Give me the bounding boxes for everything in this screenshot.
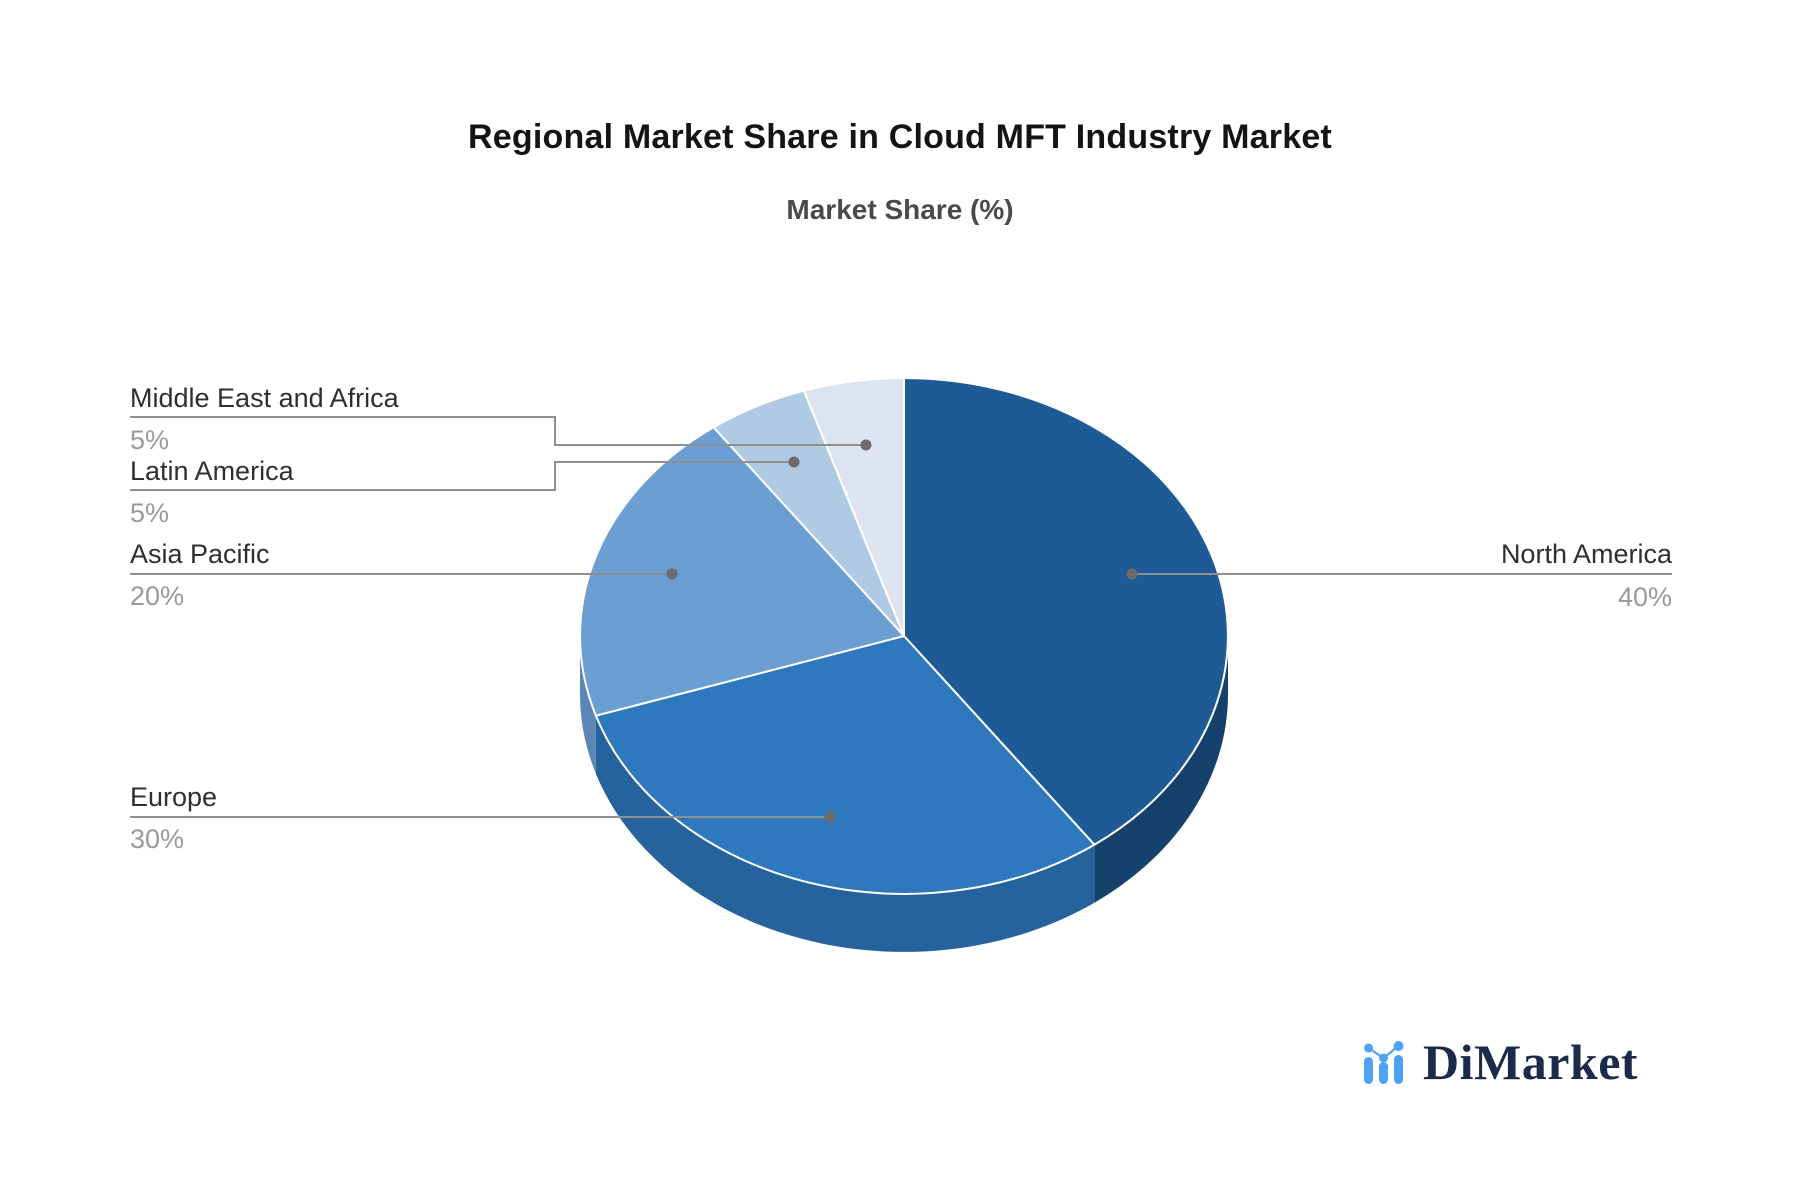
logo-wordmark: DiMarket xyxy=(1423,1034,1639,1090)
pie-slice-north-america[interactable] xyxy=(903,377,1229,846)
leader-lines-group xyxy=(130,416,1672,823)
anchor-dot-asia-pacific xyxy=(666,568,678,580)
slice-percent-middle-east-and-africa: 5% xyxy=(130,425,170,455)
dimarket-logo: DiMarket xyxy=(1360,1036,1638,1088)
leader-line-latin-america xyxy=(130,461,794,491)
pie-slices-group xyxy=(579,376,1229,952)
pie-slice-europe[interactable] xyxy=(594,635,1096,895)
pie-slice-side-europe xyxy=(595,715,1095,952)
pie-slice-side-asia-pacific xyxy=(580,636,596,774)
chart-subtitle: Market Share (%) xyxy=(786,194,1014,225)
slice-label-middle-east-and-africa: Middle East and Africa xyxy=(130,383,399,413)
anchor-dot-europe xyxy=(824,811,836,823)
slice-label-europe: Europe xyxy=(130,782,218,812)
slice-percent-north-america: 40% xyxy=(1617,582,1672,612)
slice-label-latin-america: Latin America xyxy=(130,456,294,486)
slice-percent-europe: 30% xyxy=(130,824,185,854)
pie-slice-side-north-america xyxy=(1094,636,1228,903)
slice-percent-asia-pacific: 20% xyxy=(130,581,185,611)
leader-line-middle-east-and-africa xyxy=(130,416,866,446)
anchor-dot-latin-america xyxy=(788,456,800,468)
slice-label-north-america: North America xyxy=(1500,539,1672,569)
anchor-dot-middle-east-and-africa xyxy=(860,439,872,451)
chart-title: Regional Market Share in Cloud MFT Indus… xyxy=(468,118,1332,156)
slice-percent-latin-america: 5% xyxy=(130,498,170,528)
pie-slice-asia-pacific[interactable] xyxy=(579,426,905,717)
slice-label-asia-pacific: Asia Pacific xyxy=(130,539,270,569)
bar-chart-logo-icon xyxy=(1364,1041,1404,1084)
pie-slice-middle-east-and-africa[interactable] xyxy=(802,376,905,637)
anchor-dot-north-america xyxy=(1126,568,1138,580)
